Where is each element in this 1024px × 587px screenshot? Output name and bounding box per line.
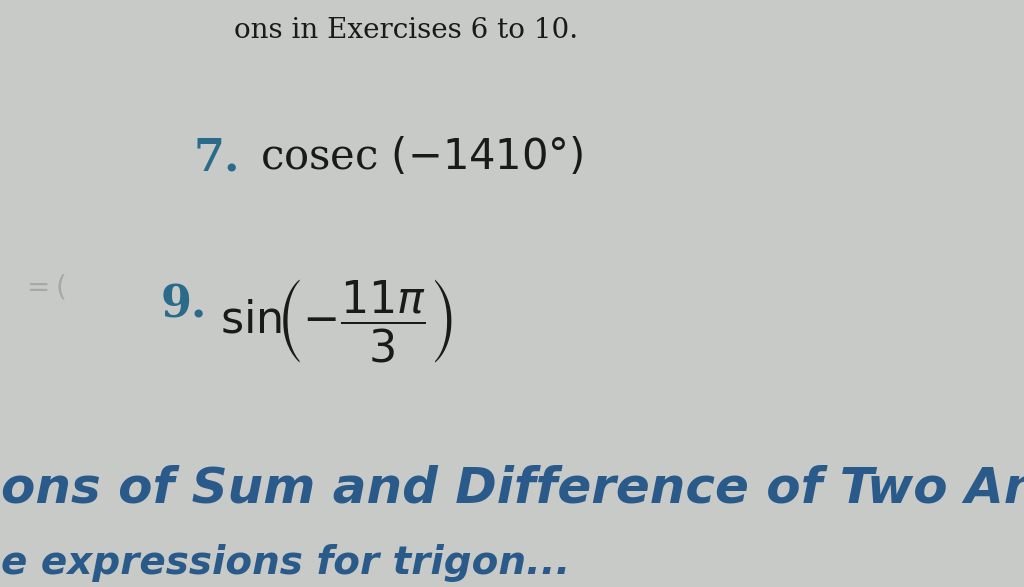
Text: $\mathrm{sin}\!\left(-\dfrac{11\pi}{3}\right)$: $\mathrm{sin}\!\left(-\dfrac{11\pi}{3}\r… (220, 278, 453, 365)
Text: 9.: 9. (161, 284, 207, 326)
Text: $=($: $=($ (22, 272, 66, 301)
Text: e expressions for trigon...: e expressions for trigon... (1, 544, 570, 582)
Text: 7.: 7. (194, 136, 240, 179)
Text: ons in Exercises 6 to 10.: ons in Exercises 6 to 10. (233, 17, 578, 44)
Text: ons of Sum and Difference of Two Angles: ons of Sum and Difference of Two Angles (1, 465, 1024, 513)
Text: cosec $(-1410°)$: cosec $(-1410°)$ (260, 136, 584, 178)
